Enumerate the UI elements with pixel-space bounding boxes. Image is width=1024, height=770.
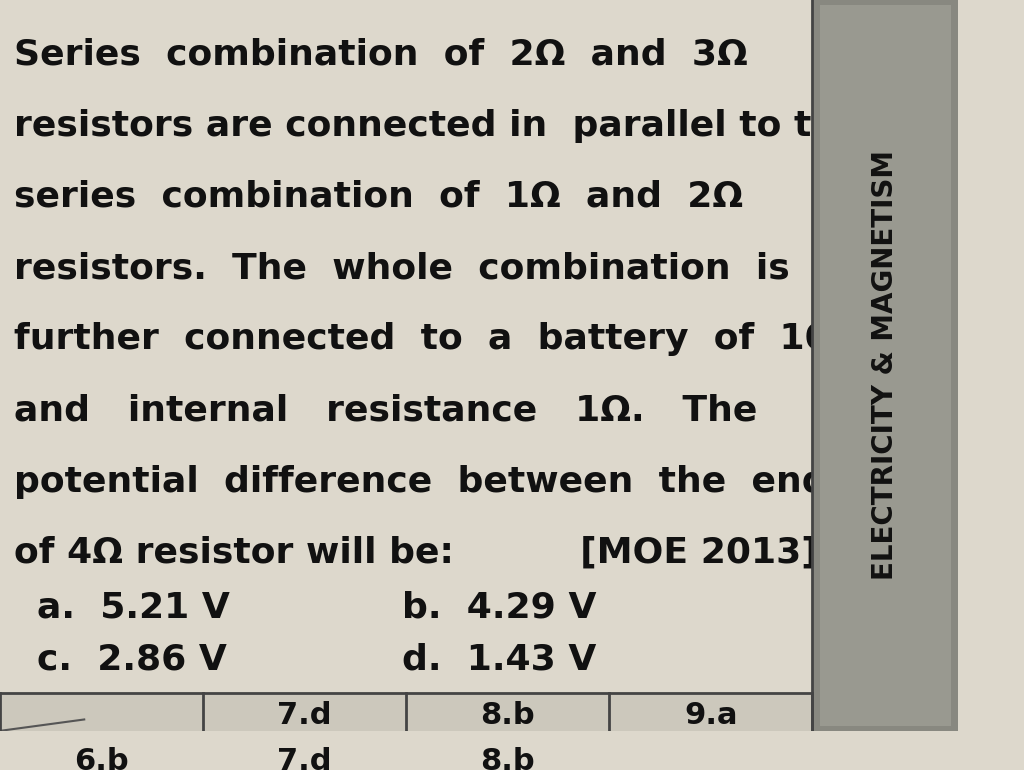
Text: 6.b: 6.b xyxy=(74,747,129,770)
Text: 8.b: 8.b xyxy=(480,747,535,770)
Text: 7.d: 7.d xyxy=(278,747,332,770)
Text: of 4Ω resistor will be:          [MOE 2013]: of 4Ω resistor will be: [MOE 2013] xyxy=(14,536,818,570)
Text: resistors.  The  whole  combination  is: resistors. The whole combination is xyxy=(14,251,790,285)
Text: Series  combination  of  2Ω  and  3Ω: Series combination of 2Ω and 3Ω xyxy=(14,38,748,72)
Text: 8.b: 8.b xyxy=(480,701,535,730)
Text: b.  4.29 V: b. 4.29 V xyxy=(402,591,597,624)
Text: and   internal   resistance   1Ω.   The: and internal resistance 1Ω. The xyxy=(14,393,758,427)
Text: further  connected  to  a  battery  of  10V: further connected to a battery of 10V xyxy=(14,323,858,357)
Text: d.  1.43 V: d. 1.43 V xyxy=(402,643,597,677)
Bar xyxy=(0,693,812,738)
Bar xyxy=(820,5,951,726)
Text: ELECTRICITY & MAGNETISM: ELECTRICITY & MAGNETISM xyxy=(871,150,899,581)
Text: series  combination  of  1Ω  and  2Ω: series combination of 1Ω and 2Ω xyxy=(14,180,743,214)
Bar xyxy=(0,738,812,770)
Text: a.  5.21 V: a. 5.21 V xyxy=(38,591,230,624)
Text: resistors are connected in  parallel to the: resistors are connected in parallel to t… xyxy=(14,109,861,142)
Bar xyxy=(812,0,958,731)
Text: c.  2.86 V: c. 2.86 V xyxy=(38,643,227,677)
Text: 9.a: 9.a xyxy=(684,701,737,730)
Text: potential  difference  between  the  ends: potential difference between the ends xyxy=(14,465,849,499)
Text: 7.d: 7.d xyxy=(278,701,332,730)
